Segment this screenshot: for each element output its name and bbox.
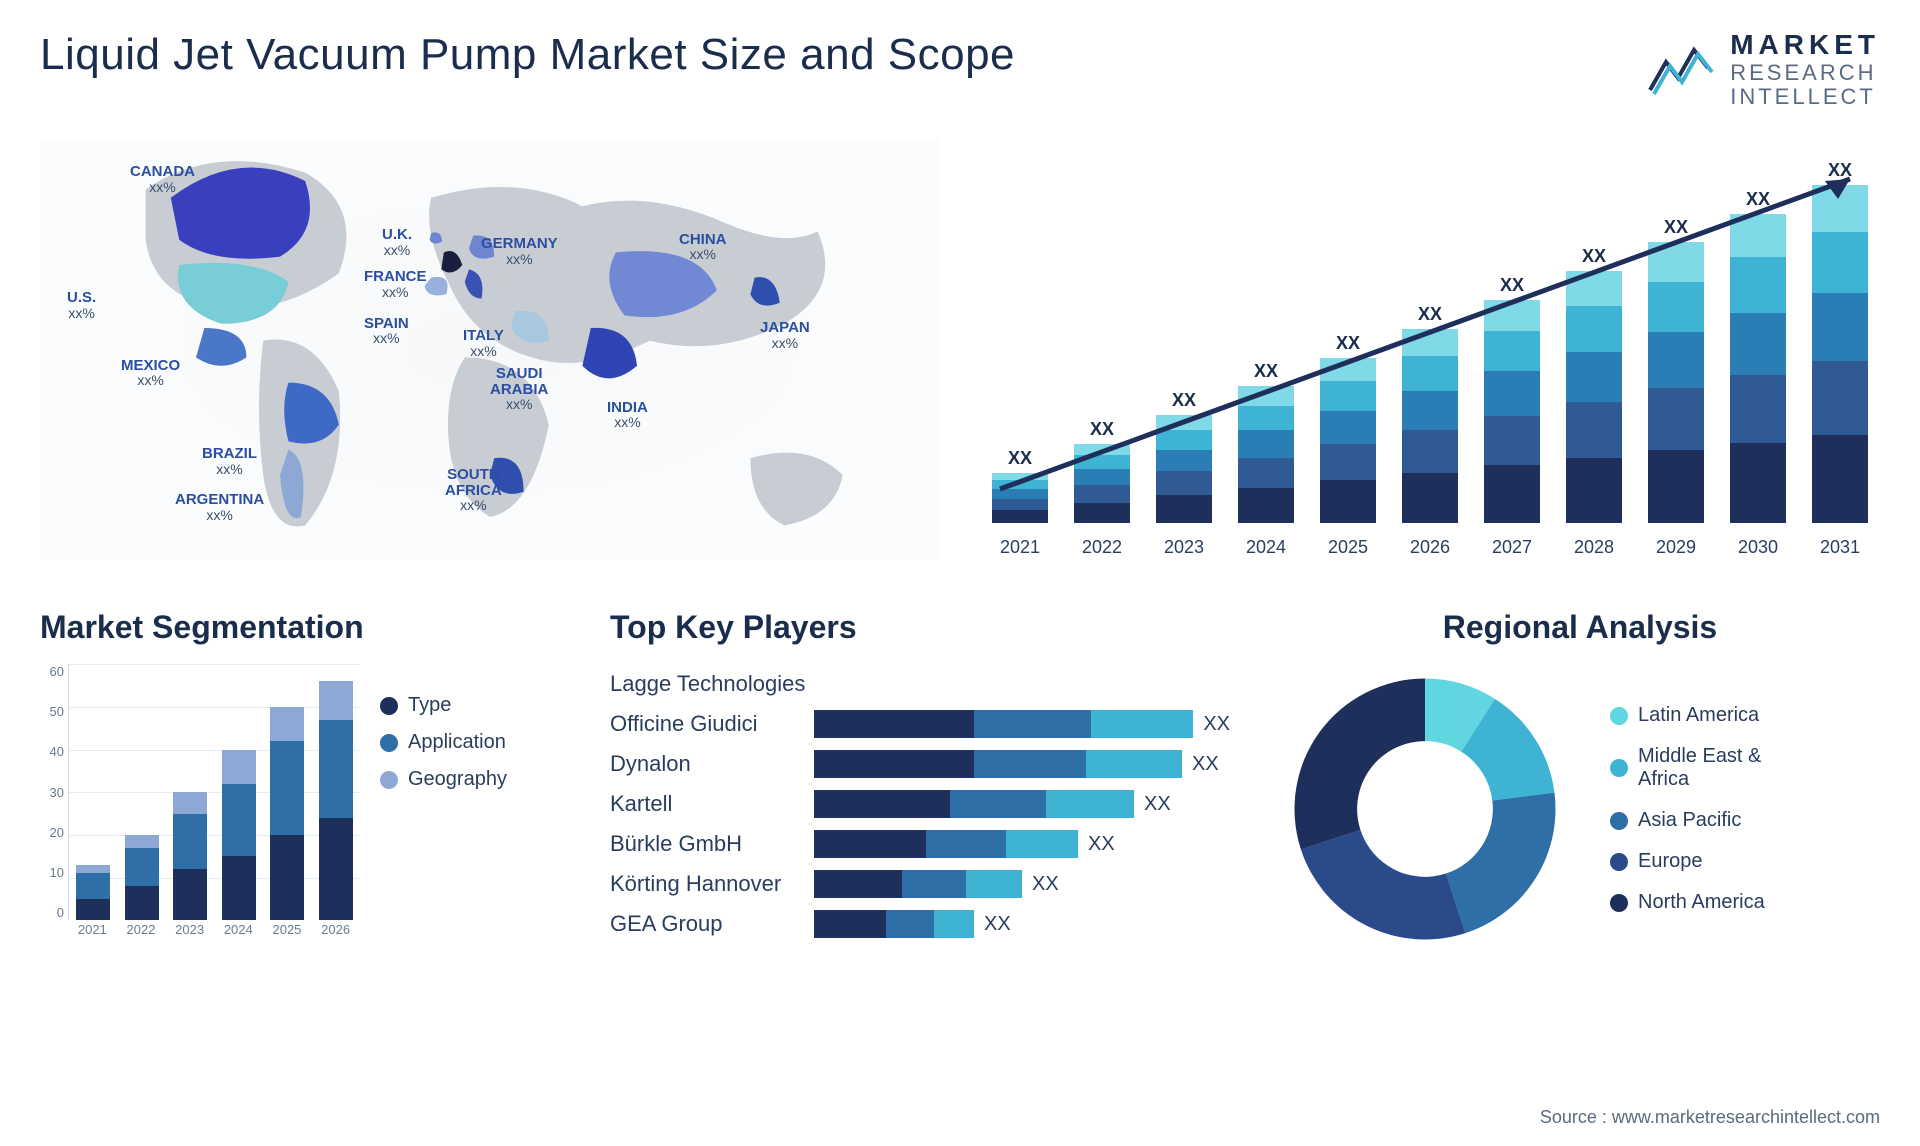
logo-icon	[1648, 40, 1718, 100]
main-bar-chart-section: XXXXXXXXXXXXXXXXXXXXXX 20212022202320242…	[980, 139, 1880, 559]
legend-item: Type	[380, 694, 507, 717]
segmentation-chart: 6050403020100 202120222023202420252026	[40, 664, 360, 944]
map-label: ITALYxx%	[463, 328, 504, 360]
regional-title: Regional Analysis	[1280, 609, 1880, 646]
source-label: Source : www.marketresearchintellect.com	[1540, 1107, 1880, 1128]
world-map-section: CANADAxx% U.S.xx% MEXICOxx% BRAZILxx% ARGENT…	[40, 139, 940, 559]
players-title: Top Key Players	[610, 609, 1230, 646]
legend-item: Latin America	[1610, 704, 1765, 727]
map-label: U.K.xx%	[382, 227, 412, 259]
donut-slice	[1446, 793, 1556, 933]
map-label: INDIAxx%	[607, 400, 648, 432]
legend-item: Asia Pacific	[1610, 809, 1765, 832]
segmentation-bar	[222, 750, 256, 921]
regional-legend: Latin America Middle East &Africa Asia Pac…	[1610, 704, 1765, 914]
segmentation-bar	[125, 835, 159, 920]
logo-line3: INTELLECT	[1730, 85, 1880, 109]
player-row: Lagge Technologies	[610, 664, 1230, 704]
logo-line2: RESEARCH	[1730, 61, 1880, 85]
segmentation-bar	[319, 681, 353, 920]
map-label: CANADAxx%	[130, 164, 195, 196]
map-label: MEXICOxx%	[121, 358, 180, 390]
player-row: Officine GiudiciXX	[610, 704, 1230, 744]
legend-item: Europe	[1610, 850, 1765, 873]
donut-slice	[1301, 830, 1465, 940]
legend-item: Application	[380, 731, 507, 754]
map-label: U.S.xx%	[67, 290, 96, 322]
legend-item: Middle East &Africa	[1610, 745, 1765, 791]
map-label: FRANCExx%	[364, 269, 427, 301]
map-label: ARGENTINAxx%	[175, 492, 264, 524]
donut-slice	[1295, 679, 1426, 850]
page-title: Liquid Jet Vacuum Pump Market Size and S…	[40, 30, 1015, 80]
legend-item: Geography	[380, 768, 507, 791]
player-row: KartellXX	[610, 784, 1230, 824]
logo-line1: MARKET	[1730, 30, 1880, 61]
map-label: SPAINxx%	[364, 316, 409, 348]
player-row: Körting HannoverXX	[610, 864, 1230, 904]
player-row: Bürkle GmbHXX	[610, 824, 1230, 864]
map-label: CHINAxx%	[679, 232, 727, 264]
segmentation-title: Market Segmentation	[40, 609, 560, 646]
map-label: GERMANYxx%	[481, 236, 558, 268]
player-row: DynalonXX	[610, 744, 1230, 784]
legend-item: North America	[1610, 891, 1765, 914]
segmentation-bar	[76, 865, 110, 920]
segmentation-bar	[173, 792, 207, 920]
map-label: SOUTHAFRICAxx%	[445, 467, 502, 514]
map-label: SAUDIARABIAxx%	[490, 366, 548, 413]
trend-arrow	[980, 159, 1880, 559]
regional-donut	[1280, 664, 1570, 954]
brand-logo: MARKET RESEARCH INTELLECT	[1648, 30, 1880, 109]
map-label: JAPANxx%	[760, 320, 810, 352]
players-chart: Lagge TechnologiesOfficine GiudiciXXDyna…	[610, 664, 1230, 954]
map-label: BRAZILxx%	[202, 446, 257, 478]
segmentation-bar	[270, 707, 304, 920]
segmentation-legend: Type Application Geography	[380, 664, 507, 944]
player-row: GEA GroupXX	[610, 904, 1230, 944]
